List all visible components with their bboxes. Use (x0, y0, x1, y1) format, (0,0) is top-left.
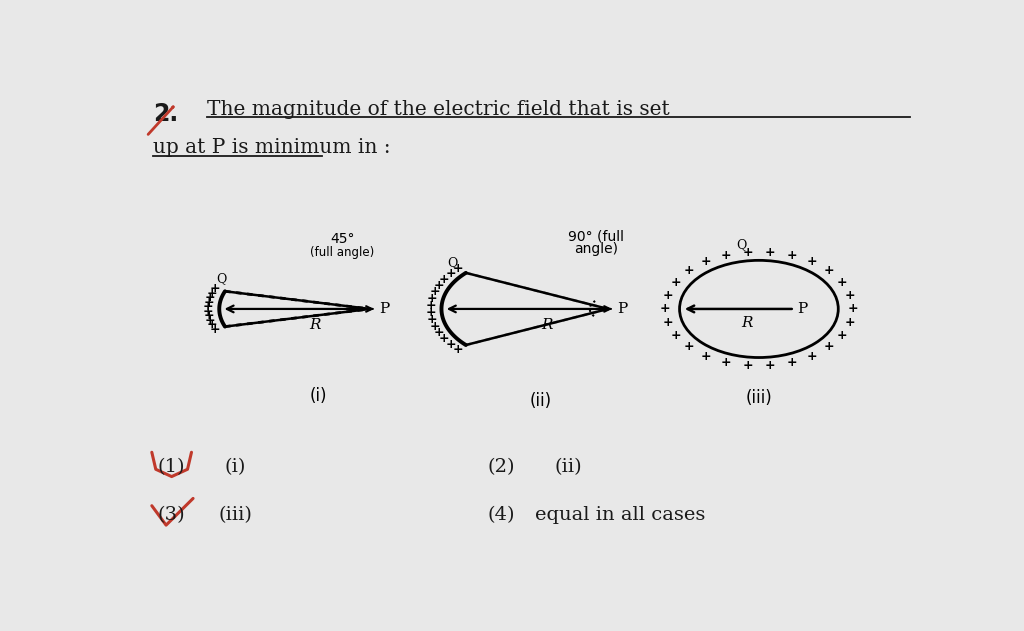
Text: +: + (837, 276, 847, 289)
Text: +: + (845, 316, 855, 329)
Text: +: + (847, 302, 858, 316)
Text: +: + (429, 320, 440, 333)
Text: +: + (837, 329, 847, 342)
Text: +: + (659, 302, 671, 316)
Text: (3): (3) (158, 507, 185, 524)
Text: +: + (671, 329, 681, 342)
Text: (i): (i) (309, 387, 328, 404)
Text: +: + (721, 249, 731, 262)
Text: +: + (203, 305, 214, 318)
Text: angle): angle) (574, 242, 618, 256)
Text: +: + (427, 292, 437, 305)
Text: Q: Q (216, 273, 226, 285)
Text: +: + (438, 273, 450, 285)
Text: +: + (742, 245, 753, 259)
Text: +: + (205, 314, 215, 327)
Text: +: + (663, 289, 674, 302)
Text: +: + (445, 338, 456, 351)
Text: +: + (433, 279, 444, 292)
Text: +: + (445, 267, 456, 280)
Text: 45°: 45° (330, 232, 354, 245)
Text: +: + (700, 256, 711, 268)
Text: +: + (683, 341, 694, 353)
Text: +: + (823, 264, 835, 278)
Text: +: + (207, 319, 217, 331)
Text: R: R (741, 316, 753, 330)
Text: (ii): (ii) (555, 458, 583, 476)
Text: +: + (210, 282, 220, 295)
Text: +: + (823, 341, 835, 353)
Text: (4): (4) (487, 507, 515, 524)
Text: +: + (807, 256, 817, 268)
Text: +: + (663, 316, 674, 329)
Text: +: + (807, 350, 817, 363)
Text: +: + (671, 276, 681, 289)
Text: +: + (207, 286, 217, 300)
Text: +: + (786, 249, 798, 262)
Text: +: + (204, 295, 214, 309)
Text: Q: Q (447, 256, 458, 269)
Text: +: + (427, 313, 437, 326)
Text: +: + (765, 359, 775, 372)
Text: +: + (845, 289, 855, 302)
Text: (1): (1) (158, 458, 185, 476)
Text: R: R (309, 317, 321, 332)
Text: equal in all cases: equal in all cases (535, 507, 706, 524)
Text: (iii): (iii) (745, 389, 772, 407)
Text: The magnitude of the electric field that is set: The magnitude of the electric field that… (207, 100, 670, 119)
Text: +: + (210, 322, 220, 336)
Text: +: + (742, 359, 753, 372)
Text: (iii): (iii) (218, 507, 252, 524)
Text: (ii): (ii) (529, 391, 552, 410)
Text: +: + (433, 326, 444, 339)
Text: +: + (203, 300, 214, 313)
Text: +: + (205, 291, 215, 304)
Text: 90° (full: 90° (full (568, 229, 625, 244)
Text: (full angle): (full angle) (310, 246, 375, 259)
Text: (i): (i) (224, 458, 246, 476)
Text: +: + (453, 262, 463, 274)
Text: 2.: 2. (154, 102, 178, 126)
Text: +: + (429, 285, 440, 298)
Text: +: + (700, 350, 711, 363)
Text: +: + (786, 356, 798, 369)
Text: +: + (204, 309, 214, 322)
Text: P: P (380, 302, 390, 316)
Text: P: P (797, 302, 807, 316)
Text: +: + (765, 245, 775, 259)
Text: +: + (683, 264, 694, 278)
FancyArrowPatch shape (148, 107, 173, 134)
Text: +: + (425, 306, 436, 319)
Text: up at P is minimum in :: up at P is minimum in : (154, 138, 391, 157)
Text: Q: Q (736, 238, 746, 251)
Text: +: + (721, 356, 731, 369)
Text: R: R (542, 317, 553, 332)
Text: (2): (2) (487, 458, 515, 476)
Text: +: + (453, 343, 463, 357)
Text: +: + (425, 299, 436, 312)
Text: P: P (617, 302, 628, 316)
Text: +: + (438, 333, 450, 345)
